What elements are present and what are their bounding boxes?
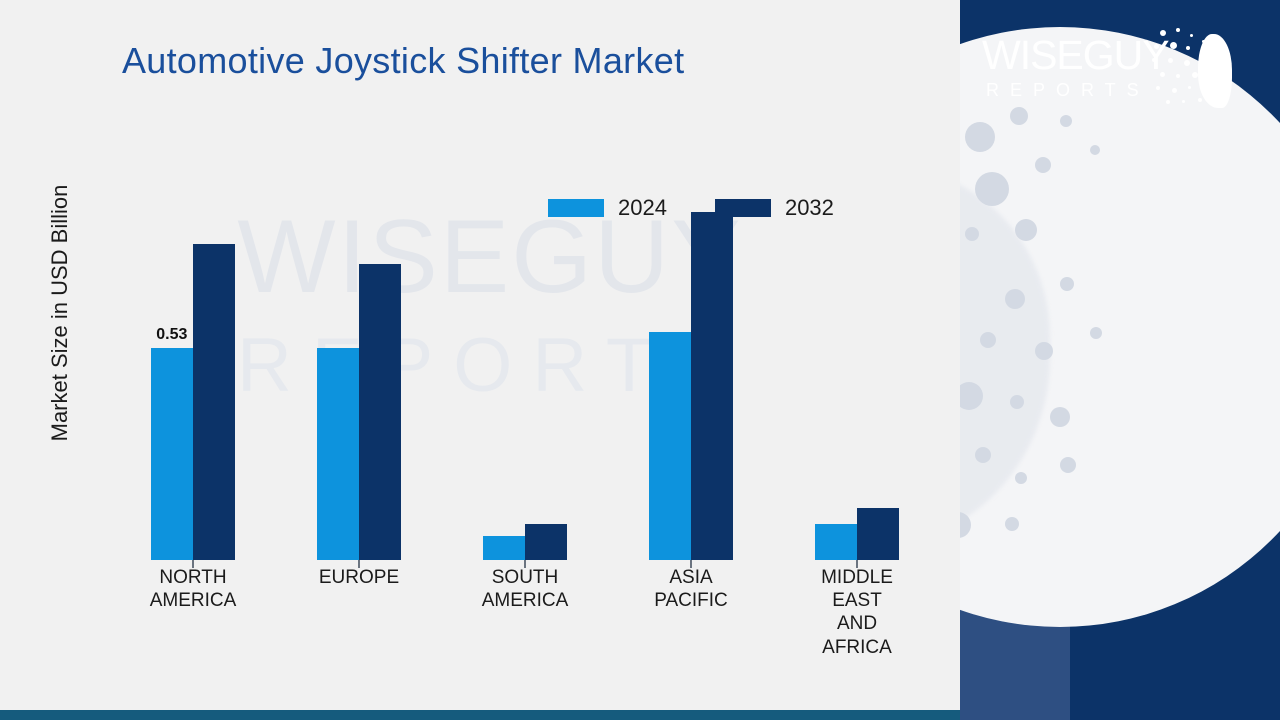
brain-dot bbox=[975, 447, 991, 463]
bar-pair bbox=[815, 180, 899, 560]
brand-panel: WISEGUY REPORTS bbox=[960, 0, 1280, 720]
logo-dot bbox=[1152, 58, 1156, 62]
brain-dot bbox=[1090, 145, 1100, 155]
logo-dot bbox=[1172, 88, 1177, 93]
brain-dot bbox=[1015, 472, 1027, 484]
wiseguy-reports-logo[interactable]: WISEGUY REPORTS bbox=[980, 28, 1232, 114]
bar-groups: 0.53 bbox=[110, 180, 940, 568]
bar-group bbox=[276, 180, 442, 568]
bar-pair bbox=[649, 180, 733, 560]
logo-dot bbox=[1160, 72, 1165, 77]
bar-2024[interactable] bbox=[649, 332, 691, 560]
logo-dot bbox=[1166, 100, 1170, 104]
brain-dot bbox=[1035, 157, 1051, 173]
logo-dot bbox=[1188, 86, 1191, 89]
bar-group bbox=[442, 180, 608, 568]
bar-pair bbox=[317, 180, 401, 560]
logo-dot bbox=[1176, 74, 1180, 78]
brain-dot bbox=[1060, 457, 1076, 473]
brain-dot bbox=[1010, 395, 1024, 409]
brain-dot bbox=[1050, 407, 1070, 427]
brain-dot bbox=[1010, 107, 1028, 125]
bar-group: 0.53 bbox=[110, 180, 276, 568]
logo-dot bbox=[1168, 58, 1173, 63]
logo-dot bbox=[1182, 100, 1185, 103]
bar-group bbox=[774, 180, 940, 568]
brain-dot bbox=[1015, 219, 1037, 241]
logo-dot bbox=[1186, 46, 1190, 50]
logo-dot bbox=[1184, 60, 1190, 66]
brain-dot bbox=[1060, 277, 1074, 291]
logo-face-profile-icon bbox=[1198, 34, 1232, 108]
bar-2024[interactable] bbox=[815, 524, 857, 560]
y-axis-label: Market Size in USD Billion bbox=[47, 184, 72, 442]
brain-dot bbox=[1005, 289, 1025, 309]
legend-item-2024[interactable]: 2024 bbox=[548, 195, 667, 221]
legend-label-2032: 2032 bbox=[784, 195, 834, 220]
bar-group bbox=[608, 180, 774, 568]
brain-dot bbox=[980, 332, 996, 348]
brain-dot bbox=[1060, 115, 1072, 127]
chart-legend: 2024 2032 bbox=[548, 195, 834, 221]
x-axis-tick bbox=[524, 560, 526, 568]
bar-2024[interactable] bbox=[151, 348, 193, 560]
brain-dot bbox=[975, 172, 1009, 206]
x-axis-category-label: ASIA PACIFIC bbox=[654, 567, 728, 612]
logo-dot bbox=[1192, 72, 1198, 78]
brain-dot bbox=[960, 382, 983, 410]
logo-dot bbox=[1190, 34, 1193, 37]
bar-2032[interactable] bbox=[525, 524, 567, 560]
bar-2032[interactable] bbox=[359, 264, 401, 560]
x-axis-category-label: SOUTH AMERICA bbox=[481, 567, 569, 612]
logo-dot bbox=[1198, 98, 1202, 102]
logo-dot bbox=[1154, 44, 1159, 49]
logo-secondary-text: REPORTS bbox=[986, 80, 1150, 100]
brain-dot bbox=[965, 122, 995, 152]
x-axis-category-labels: NORTH AMERICA EUROPE SOUTH AMERICA ASIA PACIFI… bbox=[110, 566, 940, 659]
x-axis-category-label: MIDDLE EAST AND AFRICA bbox=[821, 567, 893, 658]
x-axis-category-label: NORTH AMERICA bbox=[149, 567, 237, 612]
page-title: Automotive Joystick Shifter Market bbox=[122, 40, 685, 81]
x-axis-tick bbox=[690, 560, 692, 568]
bar-2032[interactable] bbox=[857, 508, 899, 560]
logo-dot bbox=[1160, 30, 1166, 36]
logo-dot bbox=[1170, 42, 1177, 49]
logo-dot bbox=[1156, 86, 1160, 90]
x-axis-category-label: EUROPE bbox=[318, 567, 400, 588]
brain-dot bbox=[1090, 327, 1102, 339]
x-axis-tick bbox=[856, 560, 858, 568]
bar-value-label: 0.53 bbox=[156, 326, 188, 343]
bar-2032[interactable] bbox=[691, 212, 733, 560]
bar-2024[interactable] bbox=[317, 348, 359, 560]
logo-dot bbox=[1176, 28, 1180, 32]
bar-pair: 0.53 bbox=[151, 180, 235, 560]
legend-label-2024: 2024 bbox=[618, 195, 667, 220]
brain-dot bbox=[960, 512, 971, 538]
brain-circle-graphic bbox=[960, 27, 1280, 627]
x-axis-tick bbox=[358, 560, 360, 568]
logo-primary-text: WISEGUY bbox=[982, 32, 1170, 78]
chart-area: WISEGUY REPORTS Automotive Joystick Shif… bbox=[0, 40, 960, 720]
x-axis-tick bbox=[192, 560, 194, 568]
bar-2024[interactable] bbox=[483, 536, 525, 560]
brain-dot bbox=[1035, 342, 1053, 360]
brain-dot bbox=[1005, 517, 1019, 531]
brain-dot bbox=[965, 227, 979, 241]
footer-accent-bar bbox=[0, 710, 960, 720]
bar-pair bbox=[483, 180, 567, 560]
legend-swatch-2024 bbox=[548, 199, 604, 217]
bar-2032[interactable] bbox=[193, 244, 235, 560]
